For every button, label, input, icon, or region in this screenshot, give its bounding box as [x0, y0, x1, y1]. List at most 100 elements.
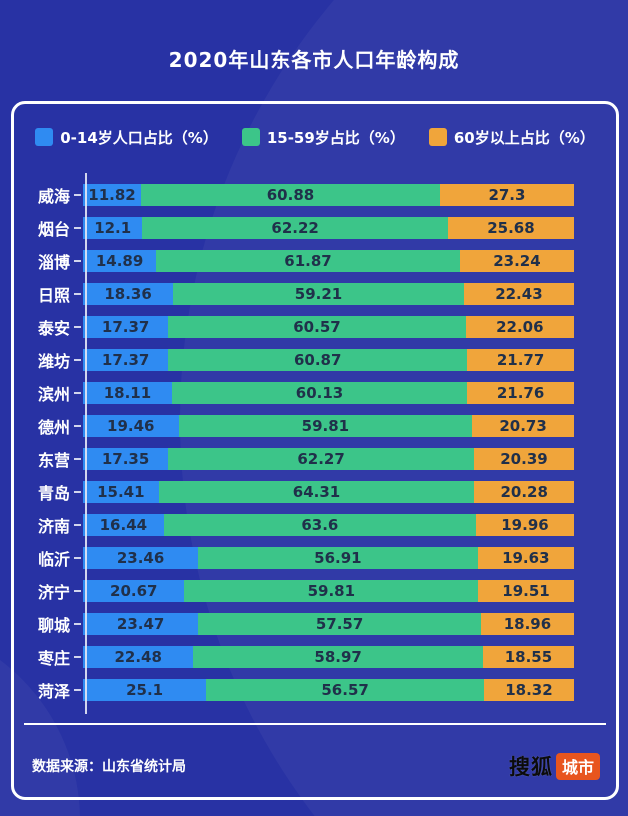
bar-segment[interactable]: 19.63: [477, 546, 574, 569]
bar-row: 泰安 17.37 60.57 22.06: [14, 310, 574, 343]
category-label: 济南: [37, 516, 70, 536]
stacked-bar: 23.47 57.57 18.96: [83, 612, 574, 635]
stacked-bar: 22.48 58.97 18.55: [83, 645, 574, 668]
bar-segment[interactable]: 17.35: [83, 447, 169, 470]
value-label: 59.21: [294, 284, 343, 303]
bar-segment[interactable]: 20.39: [473, 447, 575, 470]
value-label: 21.77: [496, 350, 545, 369]
value-label: 23.46: [116, 548, 165, 567]
value-label: 18.55: [504, 647, 553, 666]
legend-item[interactable]: 60岁以上占比（%）: [428, 127, 595, 148]
value-label: 17.37: [101, 317, 150, 336]
legend-label: 60岁以上占比（%）: [453, 128, 595, 147]
bar-row: 威海 11.82 60.88 27.3: [14, 178, 574, 211]
bar-segment[interactable]: 19.51: [478, 579, 574, 602]
bar-segment[interactable]: 18.32: [483, 678, 574, 701]
axis-tick: [74, 325, 81, 328]
bar-segment[interactable]: 17.37: [83, 348, 169, 371]
value-label: 22.43: [495, 284, 543, 303]
bar-segment[interactable]: 23.24: [459, 249, 574, 272]
bar-segment[interactable]: 62.27: [168, 447, 474, 470]
bar-row: 日照 18.36 59.21 22.43: [14, 277, 574, 310]
bar-segment[interactable]: 18.36: [83, 282, 174, 305]
axis-tick: [74, 391, 81, 394]
value-label: 18.96: [503, 614, 552, 633]
legend-label: 0-14岁人口占比（%）: [60, 128, 218, 147]
category-label: 滨州: [37, 384, 70, 404]
bar-segment[interactable]: 19.46: [83, 414, 179, 437]
bar-segment[interactable]: 61.87: [156, 249, 460, 272]
value-label: 11.82: [88, 185, 136, 204]
bar-segment[interactable]: 20.67: [83, 579, 185, 602]
bar-segment[interactable]: 21.77: [467, 348, 575, 371]
bar-segment[interactable]: 63.6: [163, 513, 476, 536]
category-label: 德州: [37, 417, 70, 437]
bar-segment[interactable]: 57.57: [198, 612, 481, 635]
bar-segment[interactable]: 56.91: [198, 546, 478, 569]
value-label: 57.57: [315, 614, 364, 633]
value-label: 18.32: [505, 680, 553, 699]
bar-segment[interactable]: 20.28: [474, 480, 574, 503]
value-label: 18.11: [103, 383, 152, 402]
axis-tick: [74, 655, 81, 658]
bar-segment[interactable]: 59.21: [173, 282, 464, 305]
bar-segment[interactable]: 59.81: [178, 414, 473, 437]
bar-segment[interactable]: 21.76: [467, 381, 574, 404]
bar-row: 潍坊 17.37 60.87 21.77: [14, 343, 575, 376]
bar-segment[interactable]: 22.43: [463, 282, 574, 305]
bar-segment[interactable]: 27.3: [439, 183, 574, 206]
axis-tick: [74, 292, 81, 295]
bar-row: 烟台 12.1 62.22 25.68: [14, 211, 574, 244]
bar-segment[interactable]: 60.57: [168, 315, 466, 338]
axis-tick: [74, 622, 81, 625]
bar-segment[interactable]: 64.31: [158, 480, 475, 503]
stacked-bar: 18.36 59.21 22.43: [83, 282, 574, 305]
value-label: 22.06: [496, 317, 544, 336]
sohu-city-logo: 搜狐 城市: [509, 751, 600, 781]
stacked-bar: 19.46 59.81 20.73: [83, 414, 574, 437]
value-label: 62.27: [297, 449, 345, 468]
legend-item[interactable]: 15-59岁占比（%）: [241, 127, 405, 148]
bar-segment[interactable]: 58.97: [193, 645, 483, 668]
bar-segment[interactable]: 12.1: [83, 216, 143, 239]
value-label: 12.1: [94, 218, 132, 237]
category-label: 济宁: [37, 582, 70, 602]
axis-tick: [74, 193, 81, 196]
bar-segment[interactable]: 22.48: [83, 645, 194, 668]
bar-segment[interactable]: 56.57: [206, 678, 484, 701]
bar-row: 青岛 15.41 64.31 20.28: [14, 475, 574, 508]
chart-area: 威海 11.82 60.88 27.3 烟台 12.1 62.22 25.68 淄博 14.89 6…: [14, 173, 616, 714]
bar-segment[interactable]: 15.41: [83, 480, 159, 503]
bar-segment[interactable]: 22.06: [465, 315, 574, 338]
bar-segment[interactable]: 60.88: [141, 183, 440, 206]
bar-segment[interactable]: 18.96: [480, 612, 574, 635]
bar-segment[interactable]: 16.44: [83, 513, 164, 536]
value-label: 21.76: [496, 383, 545, 402]
legend-label: 15-59岁占比（%）: [266, 128, 405, 147]
bar-segment[interactable]: 60.87: [168, 348, 468, 371]
bar-segment[interactable]: 25.1: [83, 678, 207, 701]
bar-segment[interactable]: 17.37: [83, 315, 169, 338]
axis-tick: [74, 358, 81, 361]
axis-tick: [74, 589, 81, 592]
stacked-bar: 12.1 62.22 25.68: [83, 216, 574, 239]
bar-segment[interactable]: 25.68: [447, 216, 574, 239]
axis-tick: [74, 556, 81, 559]
bar-segment[interactable]: 59.81: [184, 579, 479, 602]
bar-segment[interactable]: 14.89: [83, 249, 157, 272]
value-label: 63.6: [301, 515, 339, 534]
bar-segment[interactable]: 18.55: [482, 645, 574, 668]
bar-row: 东营 17.35 62.27 20.39: [14, 442, 575, 475]
bar-segment[interactable]: 18.11: [83, 381, 172, 404]
bar-segment[interactable]: 20.73: [472, 414, 574, 437]
bar-segment[interactable]: 23.46: [83, 546, 199, 569]
category-label: 威海: [37, 186, 70, 206]
bar-segment[interactable]: 19.96: [475, 513, 574, 536]
bar-segment[interactable]: 11.82: [83, 183, 142, 206]
legend-item[interactable]: 0-14岁人口占比（%）: [35, 127, 218, 148]
category-label: 东营: [37, 450, 70, 470]
bar-segment[interactable]: 60.13: [171, 381, 468, 404]
bar-segment[interactable]: 62.22: [142, 216, 448, 239]
bar-row: 德州 19.46 59.81 20.73: [14, 409, 574, 442]
bar-segment[interactable]: 23.47: [83, 612, 199, 635]
